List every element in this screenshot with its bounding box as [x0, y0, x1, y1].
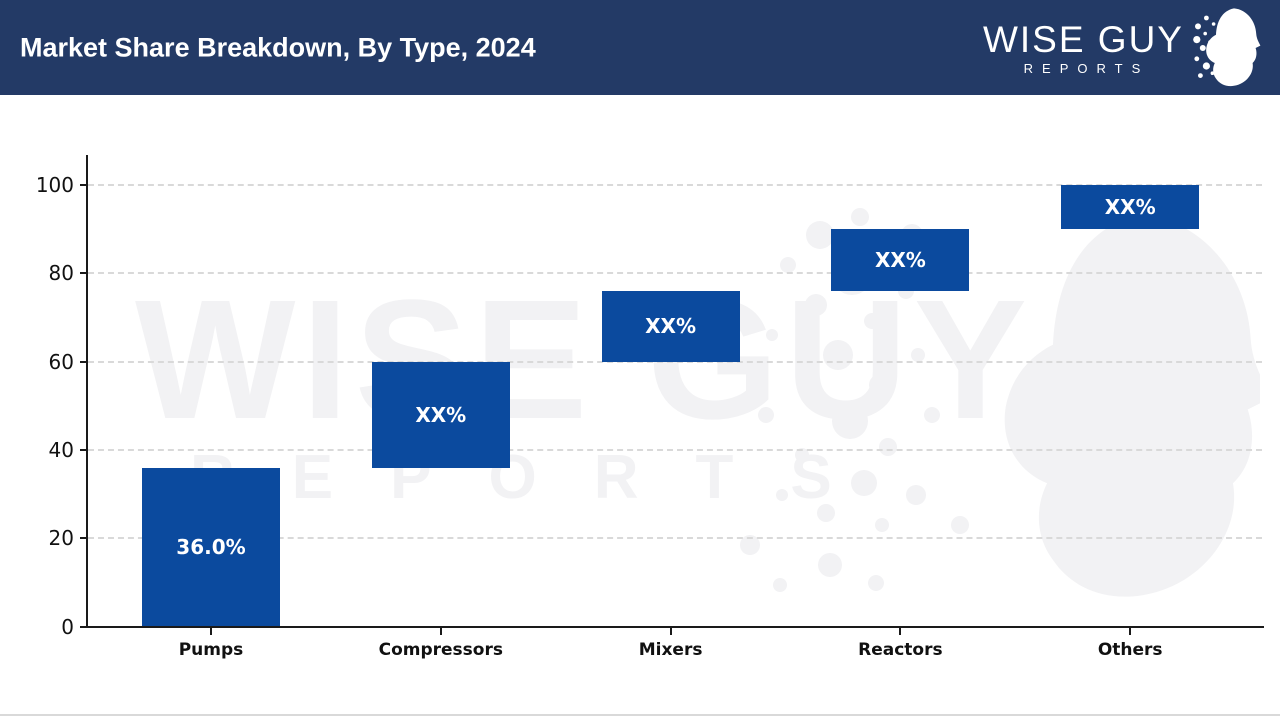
bar-compressors: XX% — [371, 361, 510, 468]
y-tick-label: 100 — [35, 173, 74, 197]
bar-others: XX% — [1061, 185, 1200, 230]
y-axis-line — [86, 155, 88, 628]
x-tick-label: Pumps — [178, 639, 244, 660]
x-tick-mark — [210, 628, 212, 635]
y-tick-label: 40 — [48, 437, 74, 462]
logo-subtitle: REPORTS — [1023, 61, 1150, 76]
watermark-subtitle: REPORTS — [190, 443, 889, 512]
x-tick-mark — [669, 628, 672, 635]
y-tick-label: 60 — [48, 349, 74, 374]
y-tick-mark — [80, 360, 87, 363]
y-tick-label: 80 — [48, 261, 74, 286]
bar-value-label: XX% — [1104, 195, 1156, 220]
x-axis-line — [86, 626, 1264, 628]
bar-mixers: XX% — [601, 290, 740, 362]
y-gridline — [88, 360, 1262, 363]
bar-reactors: XX% — [831, 229, 970, 291]
watermark-wordmark: WISE GUY — [135, 265, 1034, 455]
bar-value-label: XX% — [874, 248, 926, 273]
wiseguy-logo: WISE GUY REPORTS — [983, 6, 1270, 90]
y-tick-mark — [80, 537, 87, 540]
x-tick-label: Compressors — [378, 639, 503, 660]
y-gridline — [88, 537, 1262, 540]
page-title: Market Share Breakdown, By Type, 2024 — [20, 32, 536, 62]
bottom-divider — [0, 714, 1280, 716]
x-tick-mark — [899, 628, 902, 635]
x-tick-label: Mixers — [638, 639, 703, 660]
x-tick-mark — [439, 628, 442, 635]
y-gridline — [88, 184, 1262, 186]
bar-value-label: XX% — [645, 314, 697, 339]
y-tick-label: 20 — [48, 526, 74, 551]
x-tick-mark — [1129, 628, 1132, 635]
x-tick-label: Reactors — [858, 639, 943, 660]
y-tick-label: 0 — [61, 614, 74, 639]
bar-value-label: 36.0% — [176, 535, 246, 560]
y-gridline — [88, 448, 1262, 451]
wiseguy-logo-text: WISE GUY REPORTS — [982, 19, 1184, 77]
y-tick-mark — [80, 184, 87, 186]
bar-pumps: 36.0% — [142, 467, 280, 627]
x-tick-label: Others — [1097, 639, 1163, 660]
y-tick-mark — [80, 448, 87, 451]
bar-value-label: XX% — [415, 402, 467, 427]
y-gridline — [88, 272, 1262, 275]
wiseguy-head-icon — [1193, 8, 1261, 87]
y-tick-mark — [80, 272, 87, 275]
logo-wordmark: WISE GUY — [982, 19, 1184, 60]
y-tick-mark — [80, 625, 87, 628]
header-band: Market Share Breakdown, By Type, 2024 WI… — [0, 0, 1280, 95]
